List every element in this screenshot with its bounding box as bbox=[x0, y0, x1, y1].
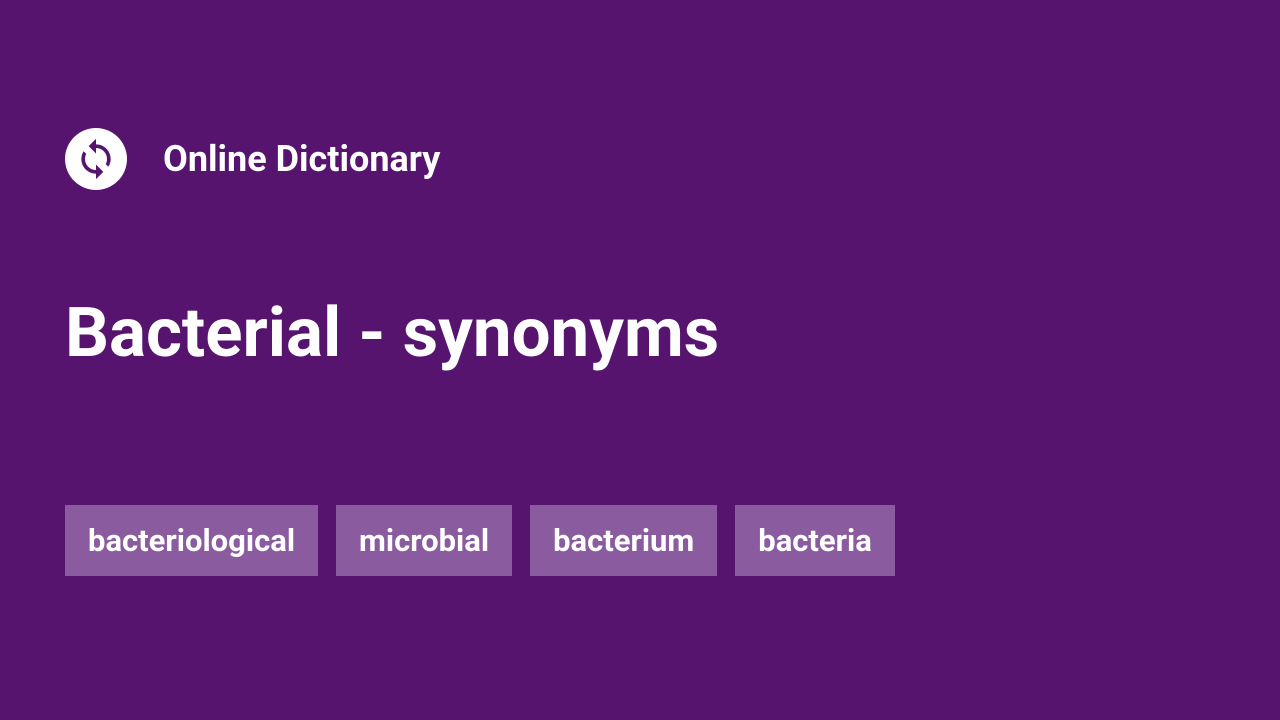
synonyms-list: bacteriological microbial bacterium bact… bbox=[65, 505, 1215, 576]
brand-title: Online Dictionary bbox=[163, 138, 440, 180]
synonym-tag[interactable]: microbial bbox=[336, 505, 512, 576]
page-container: Online Dictionary Bacterial - synonyms b… bbox=[0, 0, 1280, 576]
synonym-tag[interactable]: bacterium bbox=[530, 505, 717, 576]
page-title: Bacterial - synonyms bbox=[65, 295, 1215, 371]
header: Online Dictionary bbox=[65, 128, 1215, 190]
synonym-tag[interactable]: bacteriological bbox=[65, 505, 318, 576]
synonym-tag[interactable]: bacteria bbox=[735, 505, 895, 576]
refresh-circle-icon bbox=[65, 128, 127, 190]
refresh-arrows-icon bbox=[74, 137, 118, 181]
